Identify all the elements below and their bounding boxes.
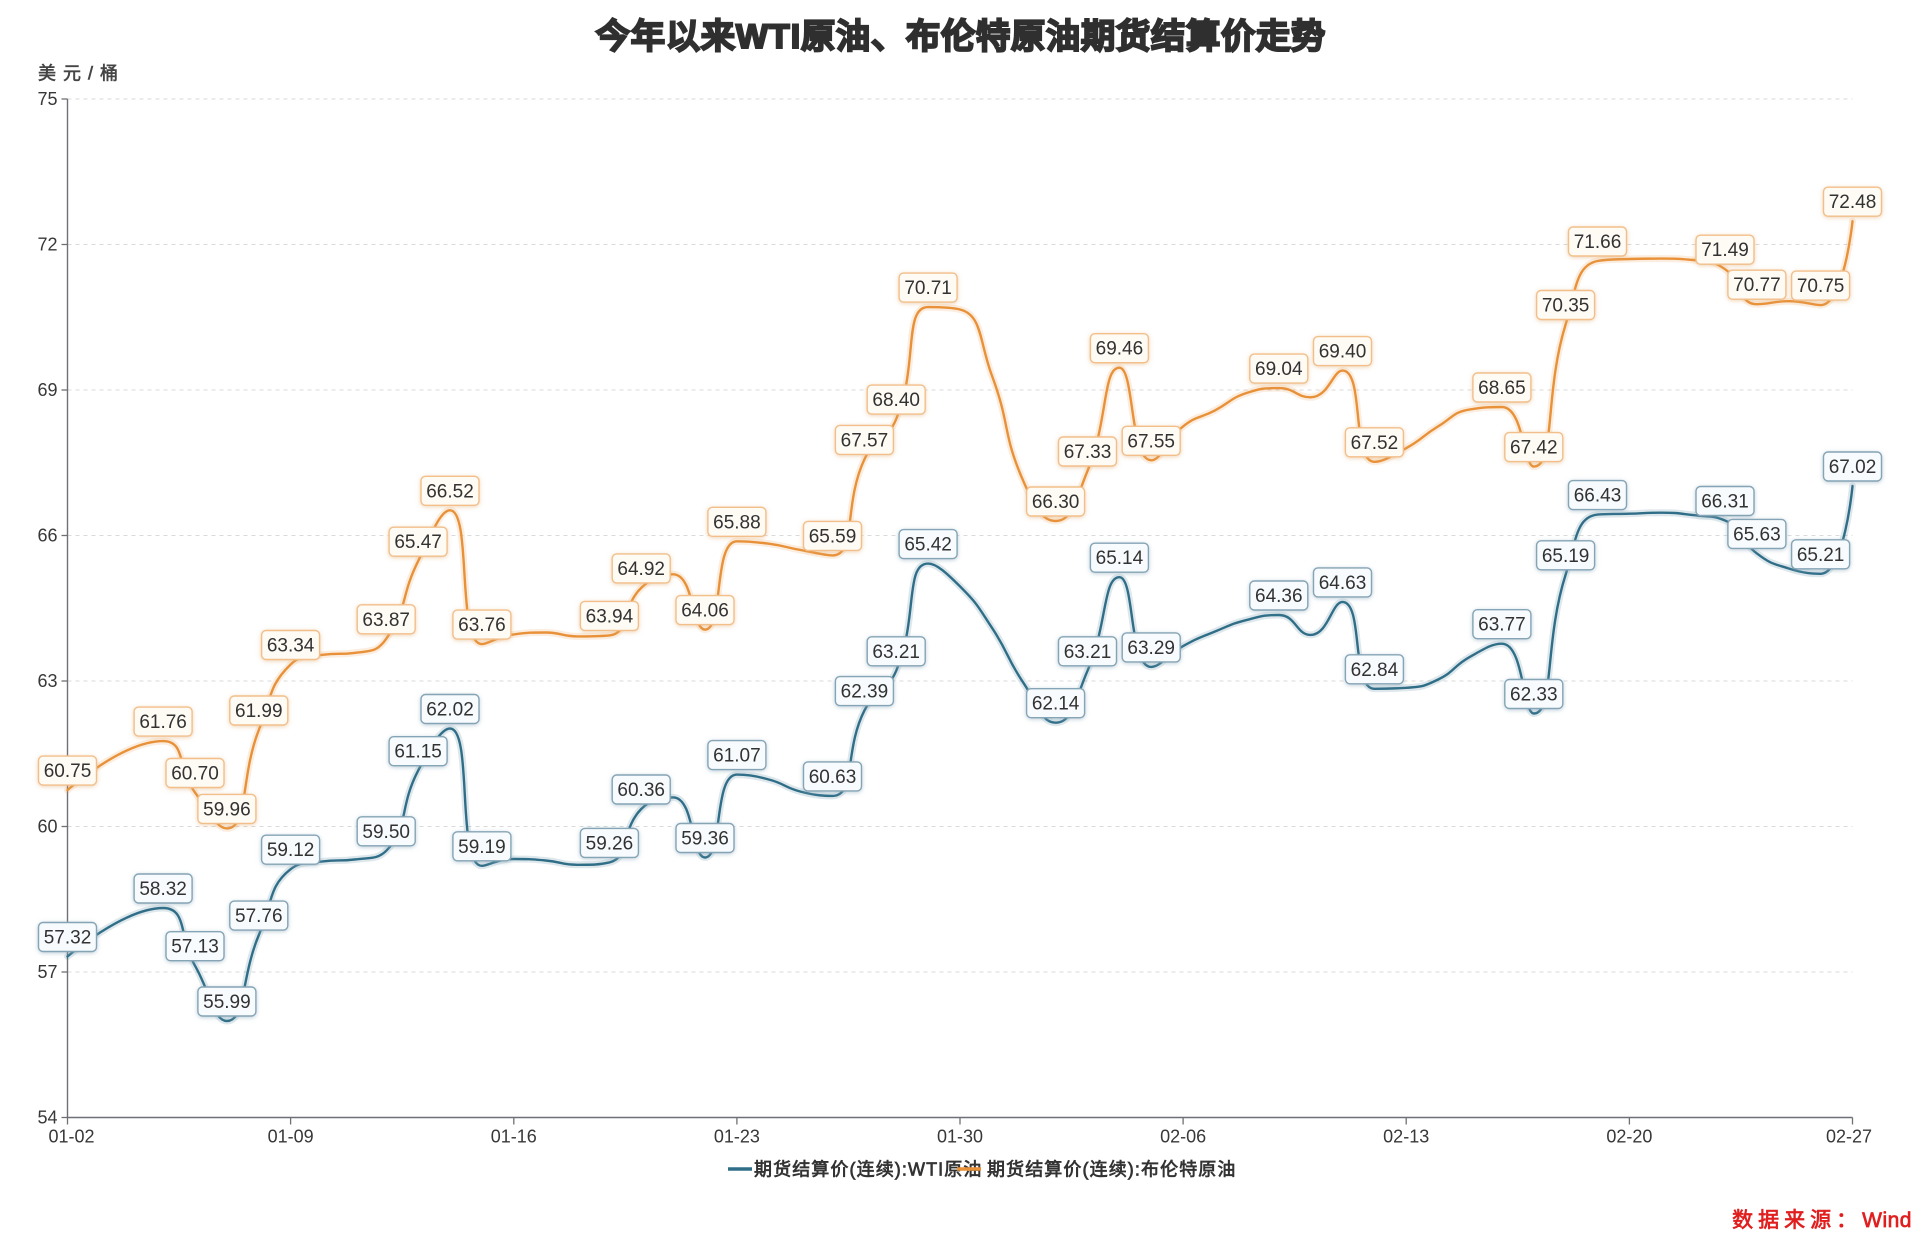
svg-text:65.63: 65.63 — [1733, 524, 1781, 545]
svg-text:71.66: 71.66 — [1574, 232, 1622, 253]
svg-text:02-27: 02-27 — [1826, 1127, 1872, 1147]
svg-text:60.75: 60.75 — [44, 761, 92, 782]
svg-text:65.19: 65.19 — [1542, 546, 1590, 567]
svg-text:01-09: 01-09 — [268, 1127, 314, 1147]
svg-text:63.29: 63.29 — [1127, 638, 1175, 659]
svg-text:69: 69 — [37, 380, 57, 400]
svg-text:期货结算价(连续):WTI原油: 期货结算价(连续):WTI原油 — [754, 1160, 982, 1180]
svg-text:63.21: 63.21 — [872, 642, 920, 663]
svg-text:61.07: 61.07 — [713, 746, 761, 767]
svg-text:68.40: 68.40 — [872, 390, 920, 411]
svg-text:65.59: 65.59 — [809, 526, 857, 547]
svg-text:今年以来WTI原油、布伦特原油期货结算价走势: 今年以来WTI原油、布伦特原油期货结算价走势 — [596, 17, 1326, 56]
svg-text:60: 60 — [37, 817, 57, 837]
svg-text:63.94: 63.94 — [586, 606, 634, 627]
svg-text:数据来源：Wind: 数据来源：Wind — [1732, 1209, 1912, 1231]
svg-text:57.76: 57.76 — [235, 906, 283, 927]
svg-text:66.52: 66.52 — [426, 481, 474, 502]
svg-text:60.36: 60.36 — [617, 780, 665, 801]
svg-text:美元/桶: 美元/桶 — [38, 64, 125, 84]
svg-text:72.48: 72.48 — [1829, 192, 1877, 213]
svg-text:01-30: 01-30 — [937, 1127, 983, 1147]
svg-text:67.42: 67.42 — [1510, 438, 1558, 459]
svg-text:62.02: 62.02 — [426, 700, 474, 721]
svg-text:02-13: 02-13 — [1383, 1127, 1429, 1147]
svg-text:63.34: 63.34 — [267, 636, 315, 657]
svg-text:71.49: 71.49 — [1701, 240, 1749, 261]
svg-text:66: 66 — [37, 526, 57, 546]
svg-text:61.15: 61.15 — [394, 742, 442, 763]
svg-text:70.75: 70.75 — [1797, 276, 1845, 297]
svg-text:72: 72 — [37, 235, 57, 255]
svg-text:75: 75 — [37, 89, 57, 109]
svg-text:57.32: 57.32 — [44, 928, 92, 949]
svg-text:63: 63 — [37, 671, 57, 691]
svg-text:62.14: 62.14 — [1032, 694, 1080, 715]
svg-text:64.36: 64.36 — [1255, 586, 1303, 607]
svg-text:01-16: 01-16 — [491, 1127, 537, 1147]
svg-text:66.30: 66.30 — [1032, 492, 1080, 513]
svg-text:63.76: 63.76 — [458, 615, 506, 636]
svg-text:70.77: 70.77 — [1733, 275, 1781, 296]
svg-text:69.40: 69.40 — [1319, 342, 1367, 363]
svg-text:60.70: 60.70 — [171, 764, 219, 785]
svg-text:65.14: 65.14 — [1096, 548, 1144, 569]
svg-text:55.99: 55.99 — [203, 992, 251, 1013]
svg-text:64.92: 64.92 — [617, 559, 665, 580]
svg-text:59.50: 59.50 — [362, 822, 410, 843]
svg-text:58.32: 58.32 — [139, 879, 187, 900]
svg-text:63.87: 63.87 — [362, 610, 410, 631]
svg-text:59.26: 59.26 — [586, 833, 634, 854]
svg-text:67.33: 67.33 — [1064, 442, 1112, 463]
svg-text:67.52: 67.52 — [1351, 433, 1399, 454]
svg-text:67.02: 67.02 — [1829, 457, 1877, 478]
svg-text:62.33: 62.33 — [1510, 685, 1558, 706]
svg-text:59.12: 59.12 — [267, 840, 315, 861]
svg-text:70.35: 70.35 — [1542, 296, 1590, 317]
svg-text:63.77: 63.77 — [1478, 615, 1526, 636]
svg-text:67.57: 67.57 — [841, 430, 889, 451]
svg-text:69.46: 69.46 — [1096, 339, 1144, 360]
svg-text:59.96: 59.96 — [203, 799, 251, 820]
svg-text:59.36: 59.36 — [681, 829, 729, 850]
svg-text:62.84: 62.84 — [1351, 660, 1399, 681]
svg-text:64.06: 64.06 — [681, 601, 729, 622]
svg-text:65.21: 65.21 — [1797, 545, 1845, 566]
svg-text:64.63: 64.63 — [1319, 573, 1367, 594]
svg-text:61.99: 61.99 — [235, 701, 283, 722]
svg-text:63.21: 63.21 — [1064, 642, 1112, 663]
svg-text:60.63: 60.63 — [809, 767, 857, 788]
svg-text:69.04: 69.04 — [1255, 359, 1303, 380]
svg-text:02-20: 02-20 — [1606, 1127, 1652, 1147]
svg-text:57.13: 57.13 — [171, 937, 219, 958]
svg-text:01-23: 01-23 — [714, 1127, 760, 1147]
svg-text:01-02: 01-02 — [48, 1127, 94, 1147]
svg-text:65.88: 65.88 — [713, 512, 761, 533]
svg-text:68.65: 68.65 — [1478, 378, 1526, 399]
svg-text:67.55: 67.55 — [1127, 431, 1175, 452]
svg-text:65.47: 65.47 — [394, 532, 442, 553]
svg-text:02-06: 02-06 — [1160, 1127, 1206, 1147]
svg-text:66.43: 66.43 — [1574, 486, 1622, 507]
svg-text:65.42: 65.42 — [904, 535, 952, 556]
svg-text:59.19: 59.19 — [458, 837, 506, 858]
svg-text:57: 57 — [37, 962, 57, 982]
svg-text:期货结算价(连续):布伦特原油: 期货结算价(连续):布伦特原油 — [987, 1160, 1237, 1180]
svg-text:66.31: 66.31 — [1701, 492, 1749, 513]
svg-text:61.76: 61.76 — [139, 712, 187, 733]
svg-text:62.39: 62.39 — [841, 682, 889, 703]
svg-text:54: 54 — [37, 1108, 57, 1128]
svg-text:70.71: 70.71 — [904, 278, 952, 299]
